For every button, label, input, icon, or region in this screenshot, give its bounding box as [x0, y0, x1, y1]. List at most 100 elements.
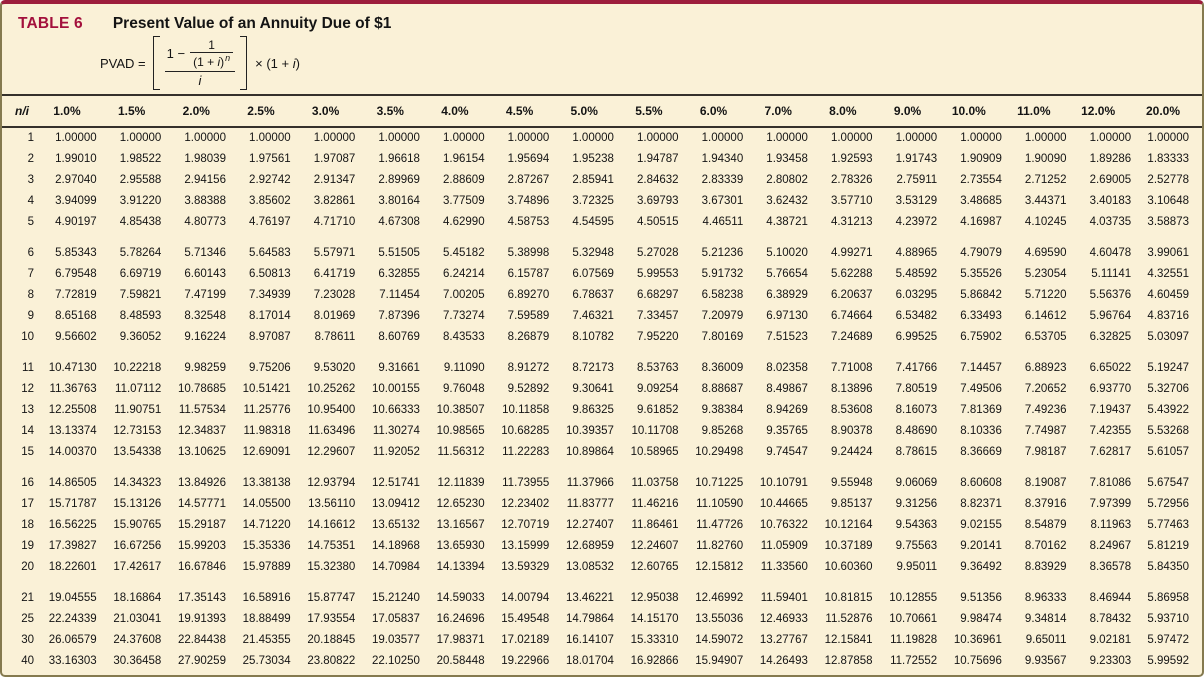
- table-cell: 15.94907: [695, 655, 744, 667]
- table-cell: 7.47199: [184, 289, 226, 301]
- table-cell: 8.65168: [55, 310, 97, 322]
- row-label: 16: [21, 477, 34, 489]
- table-cell: 4.60478: [1089, 247, 1132, 259]
- table-cell: 24.37608: [113, 634, 162, 646]
- table-cell: 9.02181: [1089, 634, 1132, 646]
- table-cell: 9.75206: [249, 362, 291, 374]
- table-cell: 15.71787: [48, 498, 97, 510]
- table-cell: 9.55948: [830, 477, 873, 489]
- table-row: 12 11.36763 11.07112 10.78685 10.51421 10.252…: [2, 379, 1202, 400]
- table-cell: 4.60459: [1147, 289, 1189, 301]
- table-cell: 9.52892: [507, 383, 550, 395]
- table-row: 2 1.99010 1.98522 1.98039 1.97561 1.97087 1.96…: [2, 149, 1202, 170]
- multiplier-var: i: [292, 55, 296, 71]
- table-cell: 7.20979: [701, 310, 744, 322]
- formula-multiplier: × (1 + i): [255, 56, 300, 71]
- column-header: 11.0%: [1007, 94, 1073, 128]
- table-cell: 13.09412: [371, 498, 420, 510]
- table-cell: 11.52876: [825, 613, 873, 625]
- table-cell: 6.75902: [960, 331, 1002, 343]
- table-cell: 8.90378: [830, 425, 873, 437]
- table-cell: 11.19828: [890, 634, 938, 646]
- row-label: 25: [21, 613, 34, 625]
- table-cell: 14.71220: [242, 519, 291, 531]
- table-cell: 1.00000: [701, 132, 744, 144]
- table-cell: 4.03735: [1089, 216, 1132, 228]
- table-cell: 9.36052: [119, 331, 162, 343]
- table-cell: 19.03577: [371, 634, 420, 646]
- table-cell: 4.79079: [960, 247, 1002, 259]
- table-cell: 10.00155: [371, 383, 420, 395]
- table-cell: 7.73274: [443, 310, 485, 322]
- table-cell: 1.98522: [119, 153, 162, 165]
- table-cell: 13.65930: [436, 540, 485, 552]
- table-cell: 1.00000: [1089, 132, 1132, 144]
- table-cell: 5.19247: [1147, 362, 1189, 374]
- table-cell: 1.95694: [507, 153, 550, 165]
- multiplier-suffix: ): [295, 55, 300, 71]
- table-cell: 14.59033: [436, 592, 485, 604]
- table-cell: 6.69719: [119, 268, 162, 280]
- table-cell: 5.67547: [1147, 477, 1189, 489]
- table-row: 4 3.94099 3.91220 3.88388 3.85602 3.82861 3.80…: [2, 191, 1202, 212]
- table-cell: 8.49867: [766, 383, 808, 395]
- table-row: 5 4.90197 4.85438 4.80773 4.76197 4.71710 4.67…: [2, 212, 1202, 233]
- table-cell: 4.90197: [55, 216, 97, 228]
- row-label: 3: [27, 174, 34, 186]
- table-cell: 16.14107: [565, 634, 614, 646]
- table-cell: 4.58753: [507, 216, 550, 228]
- table-cell: 7.34939: [249, 289, 291, 301]
- column-header-ni: n/i: [2, 94, 38, 128]
- table-cell: 3.44371: [1024, 195, 1067, 207]
- row-label: 5: [27, 216, 34, 228]
- table-cell: 18.88499: [242, 613, 291, 625]
- row-label: 20: [21, 561, 34, 573]
- table-cell: 10.47130: [48, 362, 97, 374]
- table-cell: 6.93770: [1089, 383, 1132, 395]
- table-cell: 12.15841: [824, 634, 873, 646]
- table-cell: 20.18845: [307, 634, 356, 646]
- column-header: 2.0%: [167, 94, 232, 128]
- table-cell: 9.54363: [895, 519, 938, 531]
- table-cell: 7.74987: [1024, 425, 1067, 437]
- table-cell: 21.03041: [113, 613, 162, 625]
- column-header: 6.0%: [684, 94, 750, 128]
- outer-denominator: i: [164, 71, 236, 88]
- table-cell: 8.36578: [1089, 561, 1132, 573]
- column-header: 4.5%: [490, 94, 556, 128]
- inner-numerator: 1: [208, 38, 215, 52]
- column-header: 1.5%: [102, 94, 168, 128]
- table-cell: 4.80773: [184, 216, 226, 228]
- table-cell: 17.35143: [178, 592, 226, 604]
- table-cell: 5.86842: [960, 289, 1002, 301]
- table-cell: 4.85438: [119, 216, 162, 228]
- table-cell: 17.39827: [48, 540, 97, 552]
- table-cell: 11.57534: [178, 404, 226, 416]
- table-cell: 15.13126: [113, 498, 162, 510]
- table-cell: 5.53268: [1147, 425, 1189, 437]
- table-cell: 22.10250: [371, 655, 420, 667]
- table-cell: 5.99553: [636, 268, 679, 280]
- outer-fraction: 1 − 1 (1 + i)n i: [160, 36, 240, 90]
- table-cell: 8.01969: [313, 310, 356, 322]
- table-row: 17 15.71787 15.13126 14.57771 14.05500 13.561…: [2, 494, 1202, 515]
- table-cell: 11.72552: [890, 655, 938, 667]
- table-cell: 5.48592: [895, 268, 938, 280]
- table-cell: 13.54338: [113, 446, 162, 458]
- table-label: TABLE 6: [18, 15, 83, 32]
- table-cell: 17.02189: [501, 634, 550, 646]
- table-cell: 12.95038: [630, 592, 679, 604]
- table-cell: 7.62817: [1089, 446, 1132, 458]
- table-cell: 7.80519: [895, 383, 938, 395]
- table-cell: 6.14612: [1024, 310, 1067, 322]
- table-cell: 10.44665: [759, 498, 808, 510]
- table-cell: 5.51505: [378, 247, 420, 259]
- table-cell: 1.00000: [249, 132, 291, 144]
- annuity-due-table: n/i 1.0% 1.5% 2.0% 2.5% 3.0% 3.5% 4.0% 4.5% 5.0% 5…: [2, 94, 1202, 672]
- table-cell: 8.46944: [1089, 592, 1132, 604]
- table-cell: 9.31661: [378, 362, 420, 374]
- table-cell: 6.32855: [378, 268, 420, 280]
- table-cell: 1.00000: [572, 132, 614, 144]
- inner-fraction: 1 (1 + i)n: [190, 38, 234, 69]
- table-cell: 5.38998: [507, 247, 550, 259]
